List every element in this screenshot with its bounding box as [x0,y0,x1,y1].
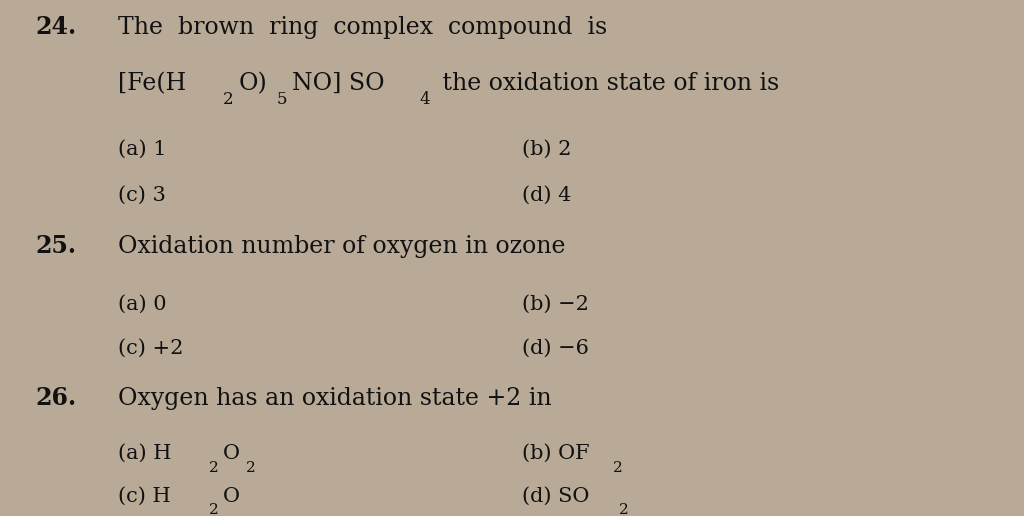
Text: Oxygen has an oxidation state +2 in: Oxygen has an oxidation state +2 in [118,387,551,410]
Text: 2: 2 [209,461,219,475]
Text: (c) H: (c) H [118,487,170,506]
Text: (a) 1: (a) 1 [118,140,166,159]
Text: 24.: 24. [36,14,77,39]
Text: 2: 2 [223,91,233,108]
Text: (a) 0: (a) 0 [118,295,166,314]
Text: (a) H: (a) H [118,444,171,463]
Text: 2: 2 [613,461,624,475]
Text: O): O) [239,72,267,95]
Text: the oxidation state of iron is: the oxidation state of iron is [435,72,779,95]
Text: O: O [223,487,241,506]
Text: (b) 2: (b) 2 [522,140,571,159]
Text: 2: 2 [209,504,219,516]
Text: O: O [223,444,241,463]
Text: 4: 4 [420,91,430,108]
Text: (d) SO: (d) SO [522,487,590,506]
Text: NO] SO: NO] SO [292,72,384,95]
Text: (c) 3: (c) 3 [118,186,166,205]
Text: (b) −2: (b) −2 [522,295,589,314]
Text: The  brown  ring  complex  compound  is: The brown ring complex compound is [118,15,607,39]
Text: 25.: 25. [36,234,77,258]
Text: 2: 2 [618,504,629,516]
Text: (d) 4: (d) 4 [522,186,571,205]
Text: Oxidation number of oxygen in ozone: Oxidation number of oxygen in ozone [118,235,565,258]
Text: (c) +2: (c) +2 [118,338,183,358]
Text: [Fe(H: [Fe(H [118,72,186,95]
Text: 26.: 26. [36,386,77,410]
Text: (d) −6: (d) −6 [522,338,589,358]
Text: (b) OF: (b) OF [522,444,590,463]
Text: 5: 5 [276,91,287,108]
Text: 2: 2 [246,461,256,475]
